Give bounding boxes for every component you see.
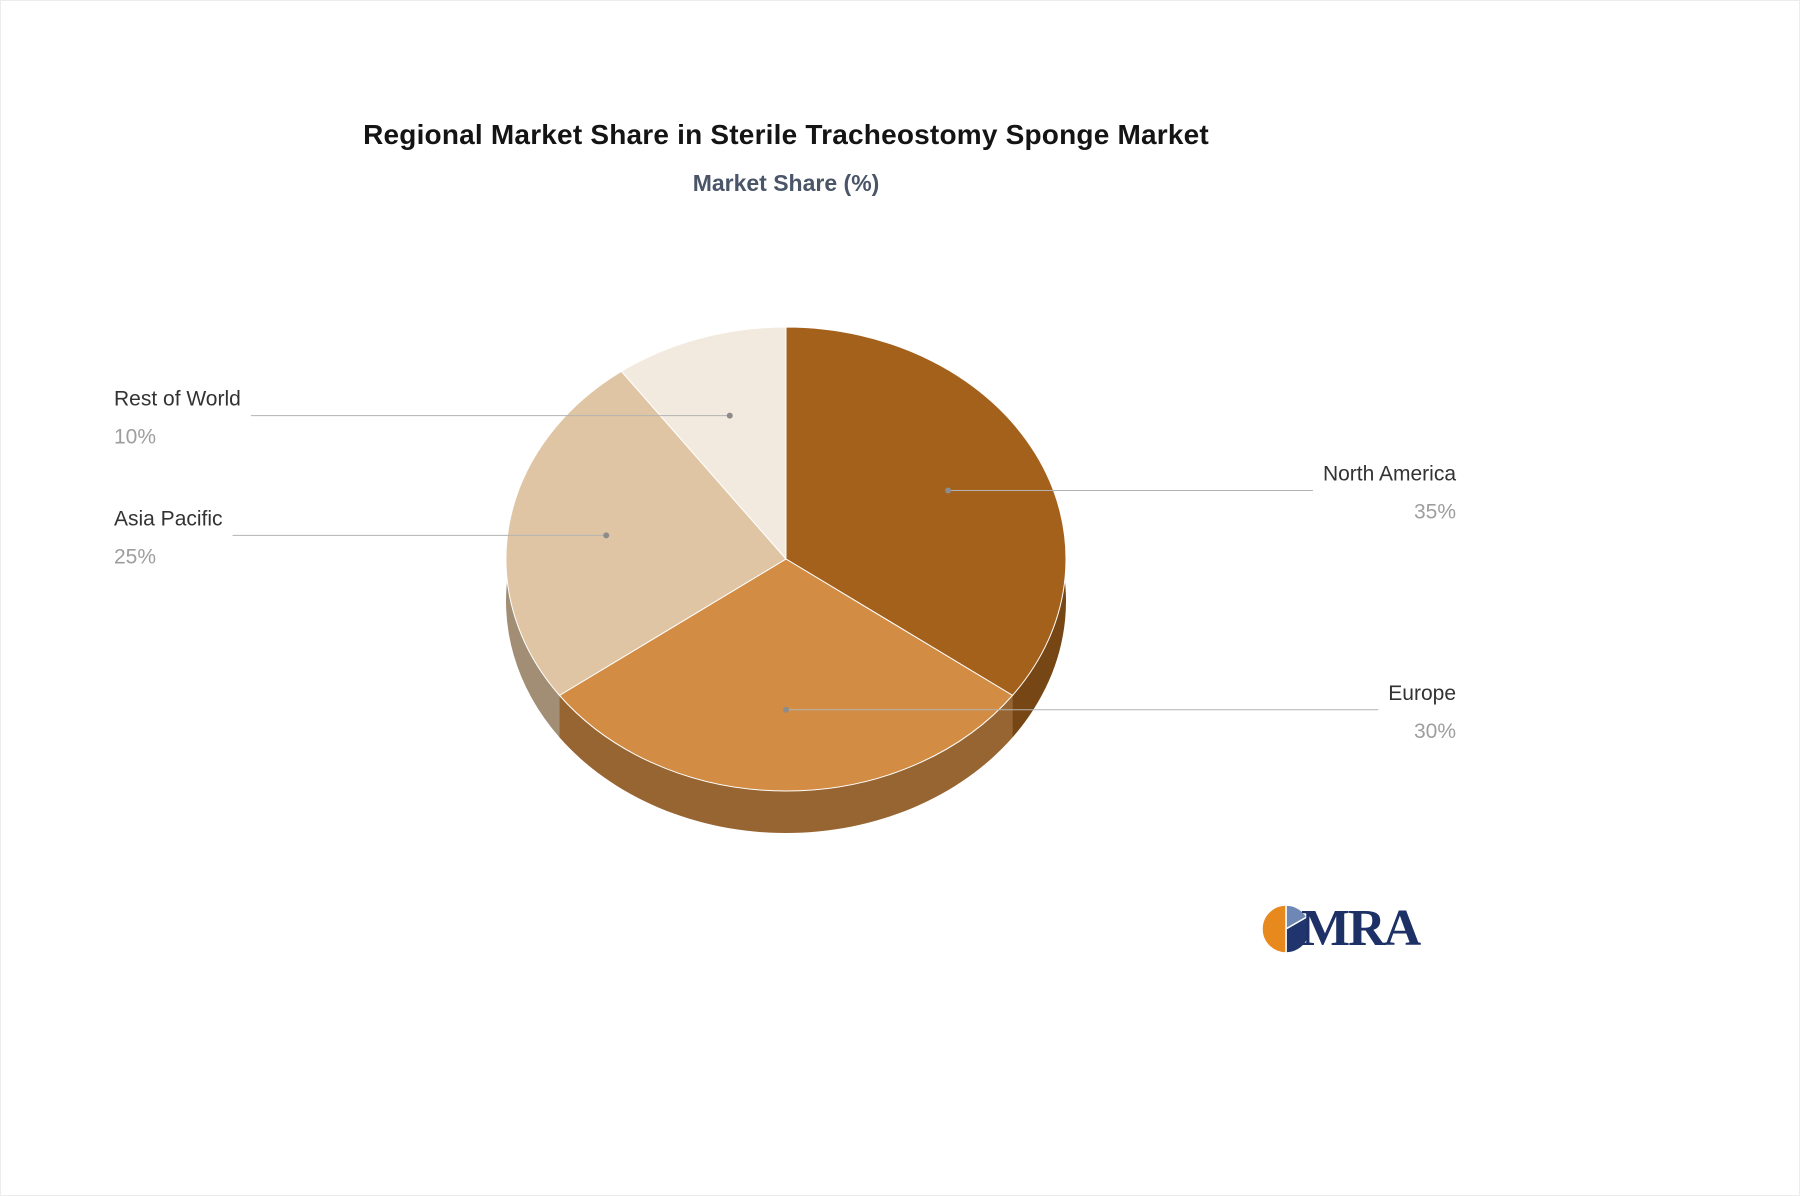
chart-title: Regional Market Share in Sterile Tracheo…: [363, 119, 1209, 150]
pie-slice-north-america[interactable]: [785, 326, 1067, 697]
slice-value: 10%: [114, 426, 156, 449]
slice-label: Rest of World: [114, 388, 241, 411]
slice-value: 25%: [114, 545, 156, 568]
logo-icon-wedge-navy: [1285, 915, 1311, 954]
logo-icon: [1261, 903, 1311, 954]
logo-text: MRA: [1301, 900, 1421, 957]
leader-dot: [603, 532, 610, 539]
slice-value: 30%: [1414, 720, 1456, 743]
pie-slice-side-europe: [559, 695, 1013, 833]
slice-label: North America: [1323, 463, 1456, 486]
leader-dot: [783, 706, 789, 713]
leader-dot: [726, 412, 733, 419]
logo-icon-wedge-orange: [1261, 903, 1287, 954]
logo: MRA: [1259, 899, 1421, 958]
leader-dot: [945, 487, 952, 494]
slice-label: Europe: [1388, 682, 1456, 705]
chart-subtitle: Market Share (%): [692, 170, 880, 196]
slice-label: Asia Pacific: [114, 507, 223, 530]
pie-slice-rest-of-world[interactable]: [620, 326, 787, 561]
slice-value: 35%: [1414, 501, 1456, 524]
pie-slice-europe[interactable]: [558, 558, 1014, 792]
pie-slice-asia-pacific[interactable]: [505, 370, 787, 697]
